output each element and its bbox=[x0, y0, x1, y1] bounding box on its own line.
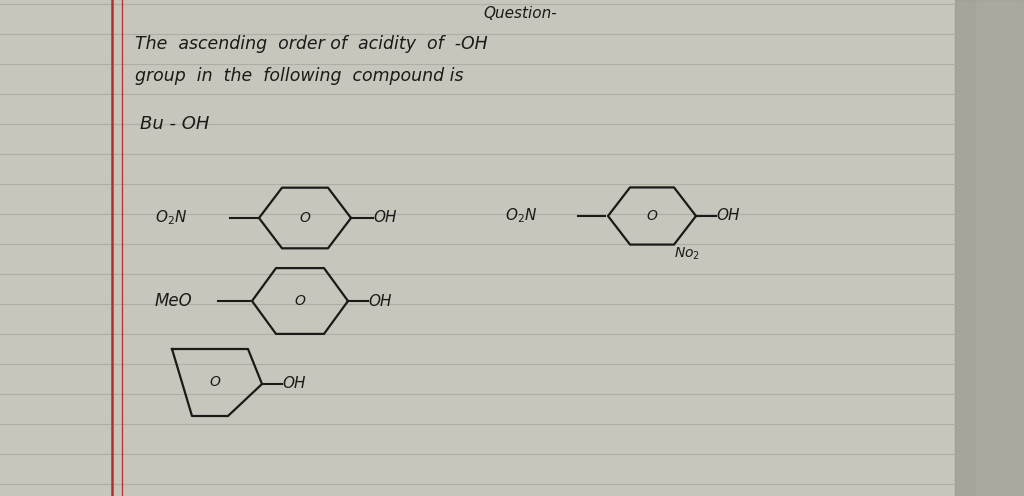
Text: group  in  the  following  compound is: group in the following compound is bbox=[135, 67, 464, 85]
Text: O: O bbox=[300, 211, 310, 225]
Text: The  ascending  order of  acidity  of  -OH: The ascending order of acidity of -OH bbox=[135, 35, 487, 53]
Text: O: O bbox=[295, 294, 305, 308]
Text: O: O bbox=[210, 375, 220, 389]
Text: MeO: MeO bbox=[155, 292, 193, 310]
Text: OH: OH bbox=[282, 376, 305, 391]
Text: $O_2N$: $O_2N$ bbox=[155, 209, 187, 227]
Text: OH: OH bbox=[368, 294, 391, 309]
Text: OH: OH bbox=[373, 210, 396, 226]
Text: Question-: Question- bbox=[483, 6, 557, 21]
Text: $O_2N$: $O_2N$ bbox=[505, 207, 538, 225]
Text: O: O bbox=[646, 209, 657, 223]
Text: Bu - OH: Bu - OH bbox=[140, 115, 209, 133]
Text: $No_2$: $No_2$ bbox=[674, 246, 700, 262]
Text: OH: OH bbox=[716, 208, 739, 224]
